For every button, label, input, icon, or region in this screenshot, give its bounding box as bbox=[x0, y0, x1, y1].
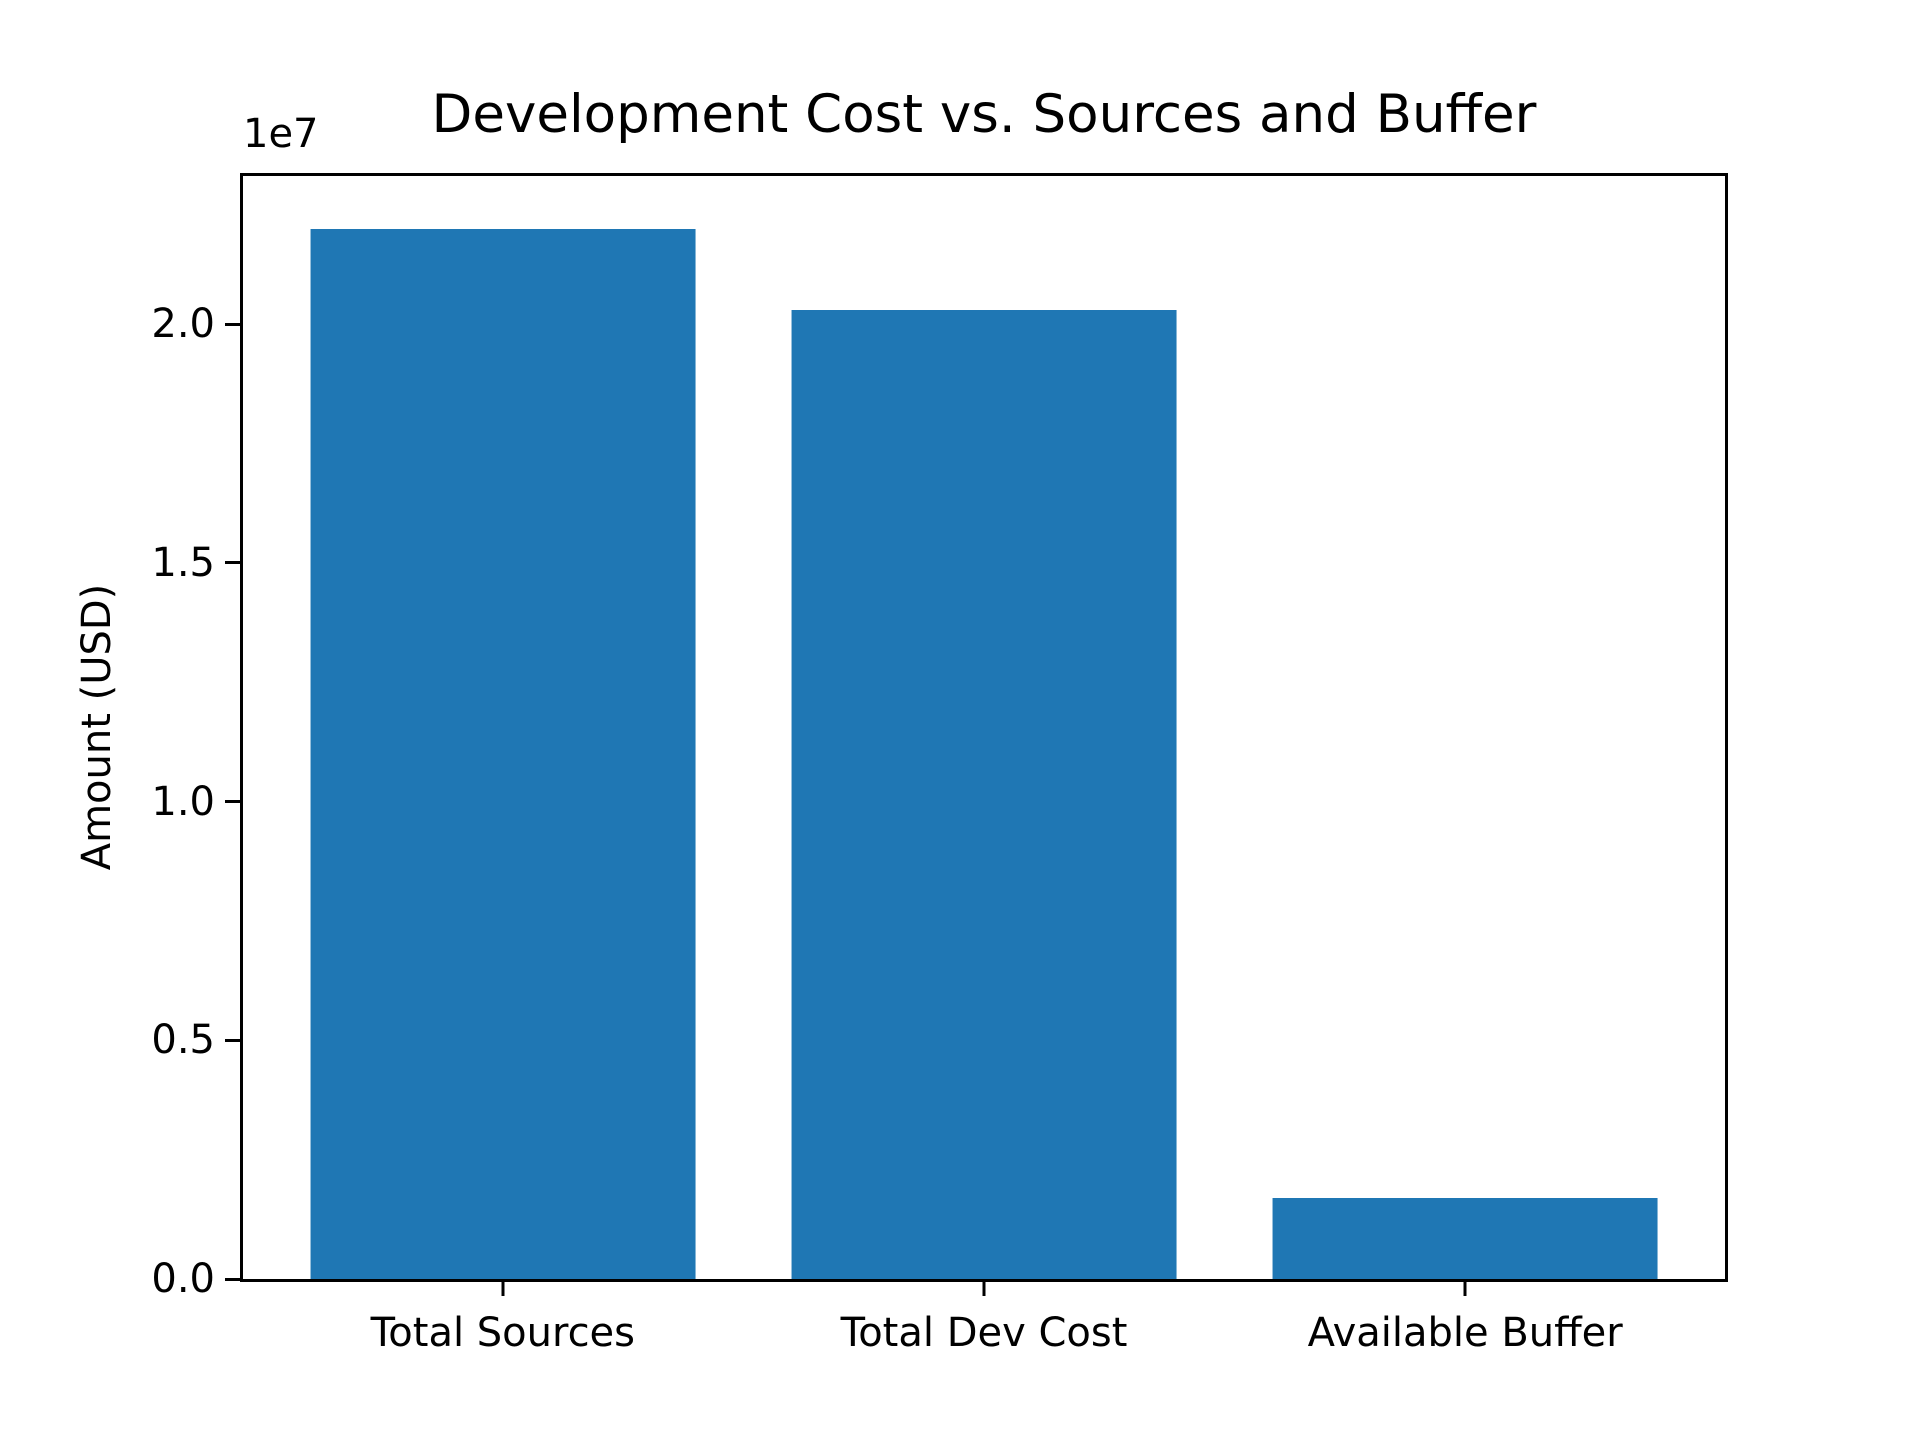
bar-total-sources bbox=[310, 228, 696, 1279]
y-tick-mark-1.5 bbox=[225, 561, 240, 565]
x-tick-label-total-sources: Total Sources bbox=[370, 1310, 636, 1356]
y-axis-label: Amount (USD) bbox=[74, 583, 120, 871]
x-tick-mark-total-dev-cost bbox=[982, 1282, 986, 1296]
y-tick-label-2.0: 2.0 bbox=[151, 301, 215, 348]
x-tick-mark-available-buffer bbox=[1463, 1282, 1467, 1296]
plot-area: 0.0 0.5 1.0 1.5 2.0 Total Sources Total Dev C… bbox=[151, 173, 1728, 1355]
x-tick-label-total-dev-cost: Total Dev Cost bbox=[840, 1310, 1128, 1356]
y-tick-label-0.0: 0.0 bbox=[151, 1256, 215, 1302]
y-tick-mark-2.0 bbox=[225, 322, 240, 326]
y-tick-label-1.5: 1.5 bbox=[151, 539, 215, 586]
y-tick-mark-1.0 bbox=[225, 800, 240, 803]
x-tick-mark-total-sources bbox=[501, 1282, 505, 1296]
y-axis-ticks: 0.0 0.5 1.0 1.5 2.0 bbox=[151, 176, 1725, 1299]
y-axis-offset-label: 1e7 bbox=[243, 111, 319, 157]
y-tick-label-1.0: 1.0 bbox=[151, 778, 215, 825]
x-tick-label-available-buffer: Available Buffer bbox=[1307, 1310, 1623, 1356]
bar-total-dev-cost bbox=[791, 309, 1177, 1279]
y-tick-mark-0.5 bbox=[225, 1038, 240, 1042]
chart-title: Development Cost vs. Sources and Buffer bbox=[431, 84, 1537, 145]
bar-available-buffer bbox=[1272, 1197, 1658, 1279]
bars-layer bbox=[243, 176, 1725, 1279]
x-axis-ticks: Total Sources Total Dev Cost Available Buf… bbox=[243, 176, 1725, 1355]
y-tick-mark-0.0 bbox=[225, 1277, 240, 1281]
y-tick-label-0.5: 0.5 bbox=[151, 1017, 215, 1064]
